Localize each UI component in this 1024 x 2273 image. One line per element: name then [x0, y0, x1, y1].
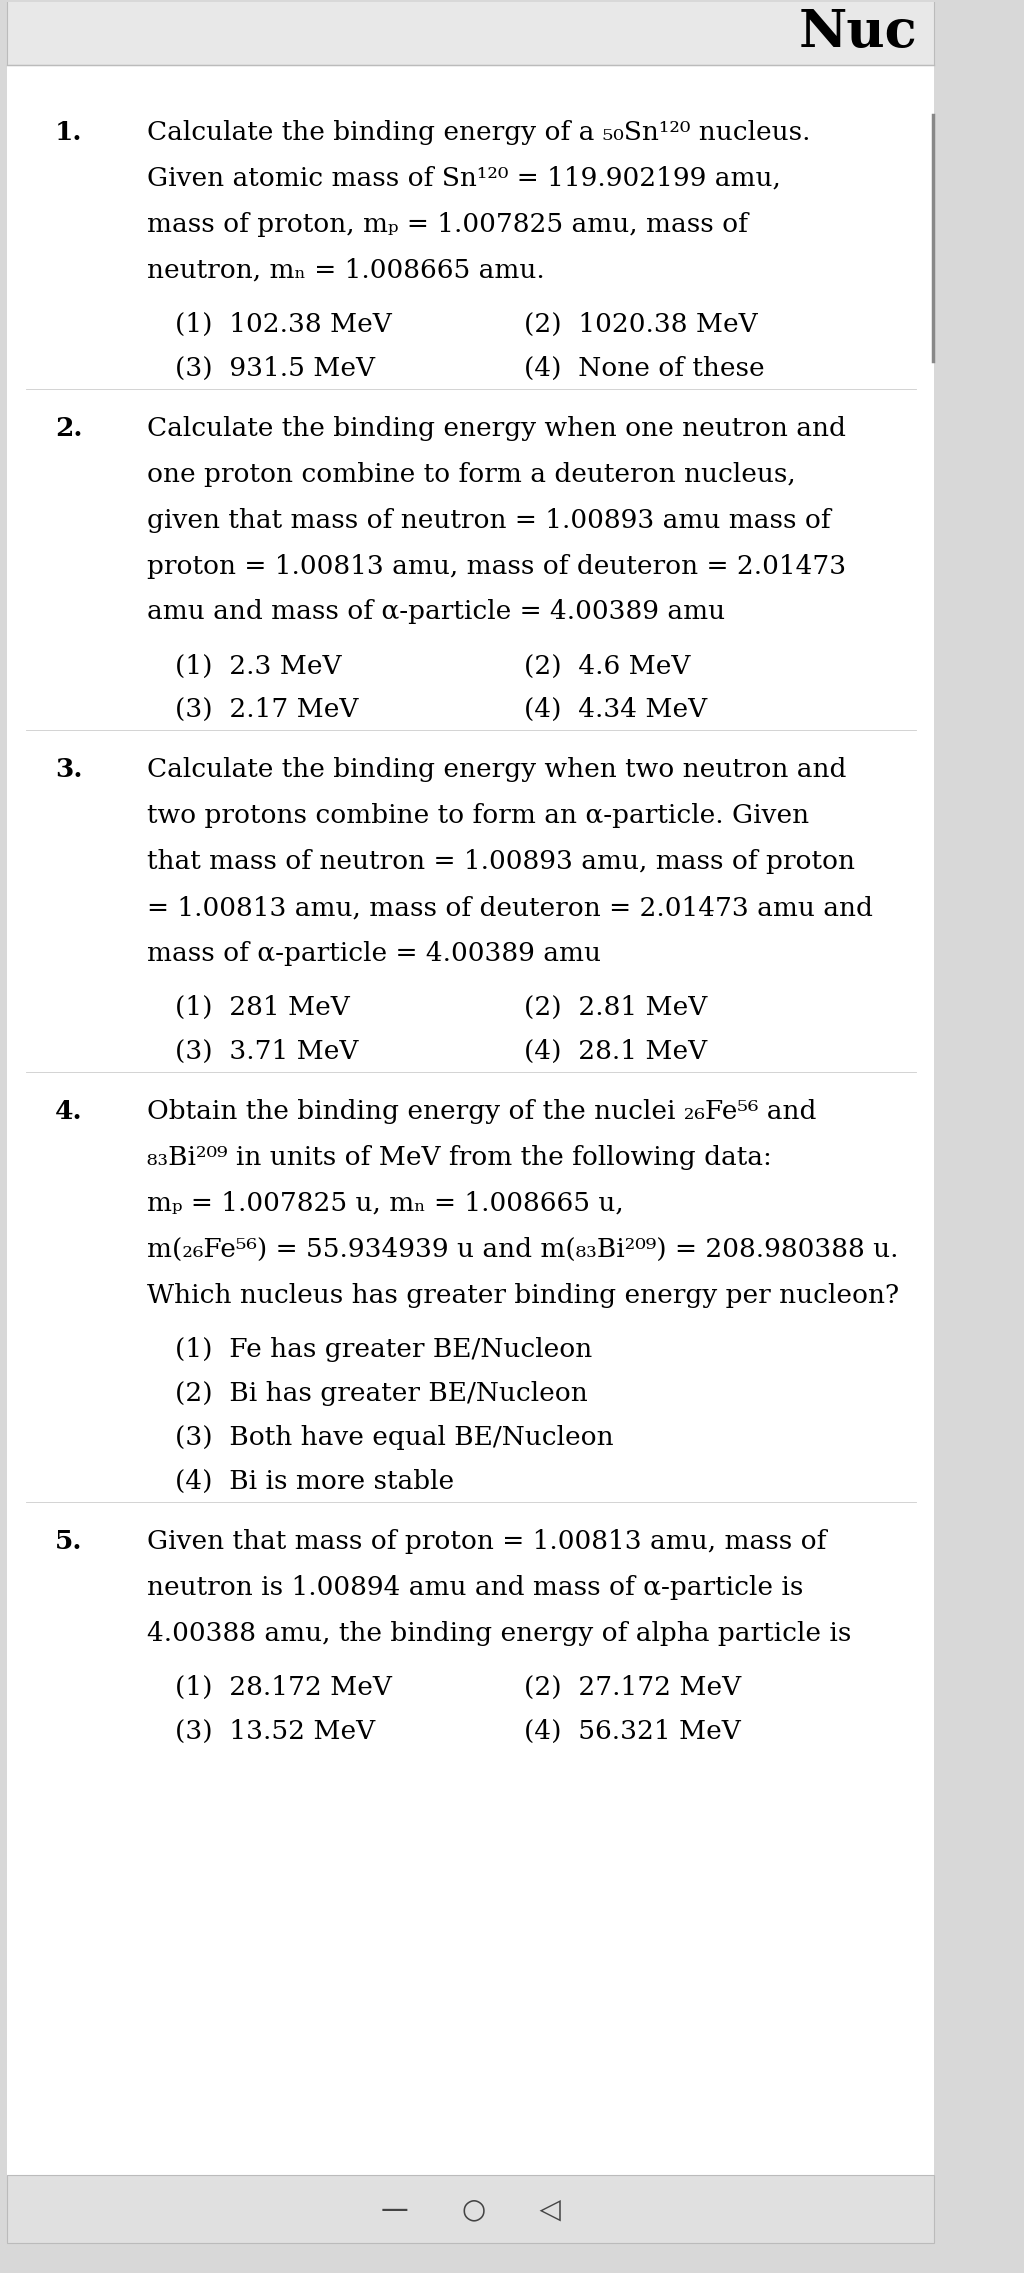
Text: (1)  281 MeV: (1) 281 MeV — [175, 996, 349, 1021]
Text: (3)  3.71 MeV: (3) 3.71 MeV — [175, 1039, 358, 1064]
Text: mass of proton, mₚ = 1.007825 amu, mass of: mass of proton, mₚ = 1.007825 amu, mass … — [147, 211, 748, 236]
Text: one proton combine to form a deuteron nucleus,: one proton combine to form a deuteron nu… — [147, 461, 796, 486]
Text: —      ○      ◁: — ○ ◁ — [381, 2196, 561, 2223]
Text: (1)  102.38 MeV: (1) 102.38 MeV — [175, 311, 391, 336]
Text: (2)  4.6 MeV: (2) 4.6 MeV — [524, 652, 690, 677]
Text: proton = 1.00813 amu, mass of deuteron = 2.01473: proton = 1.00813 amu, mass of deuteron =… — [147, 555, 846, 580]
FancyBboxPatch shape — [7, 0, 934, 2175]
Text: (3)  931.5 MeV: (3) 931.5 MeV — [175, 355, 375, 380]
Text: Calculate the binding energy when two neutron and: Calculate the binding energy when two ne… — [147, 757, 847, 782]
Text: ₈₃Bi²⁰⁹ in units of MeV from the following data:: ₈₃Bi²⁰⁹ in units of MeV from the followi… — [147, 1146, 772, 1171]
Text: (1)  28.172 MeV: (1) 28.172 MeV — [175, 1675, 391, 1700]
Text: = 1.00813 amu, mass of deuteron = 2.01473 amu and: = 1.00813 amu, mass of deuteron = 2.0147… — [147, 896, 873, 921]
Text: two protons combine to form an α-particle. Given: two protons combine to form an α-particl… — [147, 802, 809, 827]
Text: 1.: 1. — [55, 120, 83, 145]
Text: m(₂₆Fe⁵⁶) = 55.934939 u and m(₈₃Bi²⁰⁹) = 208.980388 u.: m(₂₆Fe⁵⁶) = 55.934939 u and m(₈₃Bi²⁰⁹) =… — [147, 1237, 899, 1262]
Text: Calculate the binding energy when one neutron and: Calculate the binding energy when one ne… — [147, 416, 846, 441]
Text: given that mass of neutron = 1.00893 amu mass of: given that mass of neutron = 1.00893 amu… — [147, 507, 830, 532]
Text: that mass of neutron = 1.00893 amu, mass of proton: that mass of neutron = 1.00893 amu, mass… — [147, 850, 855, 875]
FancyBboxPatch shape — [7, 0, 934, 66]
Text: (1)  Fe has greater BE/Nucleon: (1) Fe has greater BE/Nucleon — [175, 1337, 592, 1362]
Text: Given atomic mass of Sn¹²⁰ = 119.902199 amu,: Given atomic mass of Sn¹²⁰ = 119.902199 … — [147, 166, 781, 191]
Text: Given that mass of proton = 1.00813 amu, mass of: Given that mass of proton = 1.00813 amu,… — [147, 1530, 826, 1555]
Text: 4.: 4. — [55, 1100, 83, 1125]
Text: Calculate the binding energy of a ₅₀Sn¹²⁰ nucleus.: Calculate the binding energy of a ₅₀Sn¹²… — [147, 120, 811, 145]
Text: 2.: 2. — [55, 416, 83, 441]
Text: (1)  2.3 MeV: (1) 2.3 MeV — [175, 652, 341, 677]
Text: mₚ = 1.007825 u, mₙ = 1.008665 u,: mₚ = 1.007825 u, mₙ = 1.008665 u, — [147, 1191, 624, 1216]
Text: (2)  27.172 MeV: (2) 27.172 MeV — [524, 1675, 741, 1700]
Text: mass of α-particle = 4.00389 amu: mass of α-particle = 4.00389 amu — [147, 941, 601, 966]
Text: (4)  28.1 MeV: (4) 28.1 MeV — [524, 1039, 708, 1064]
Text: (3)  13.52 MeV: (3) 13.52 MeV — [175, 1718, 375, 1743]
FancyBboxPatch shape — [7, 66, 934, 2175]
Text: (3)  2.17 MeV: (3) 2.17 MeV — [175, 698, 358, 723]
Text: (4)  56.321 MeV: (4) 56.321 MeV — [524, 1718, 740, 1743]
Text: (2)  2.81 MeV: (2) 2.81 MeV — [524, 996, 708, 1021]
Text: (3)  Both have equal BE/Nucleon: (3) Both have equal BE/Nucleon — [175, 1425, 613, 1450]
Text: Nuc: Nuc — [799, 7, 918, 59]
Text: neutron, mₙ = 1.008665 amu.: neutron, mₙ = 1.008665 amu. — [147, 257, 545, 282]
Text: (2)  1020.38 MeV: (2) 1020.38 MeV — [524, 311, 758, 336]
Text: (4)  None of these: (4) None of these — [524, 355, 765, 380]
Text: amu and mass of α-particle = 4.00389 amu: amu and mass of α-particle = 4.00389 amu — [147, 600, 725, 625]
FancyBboxPatch shape — [7, 2175, 934, 2243]
Text: (4)  Bi is more stable: (4) Bi is more stable — [175, 1468, 454, 1493]
Text: neutron is 1.00894 amu and mass of α-particle is: neutron is 1.00894 amu and mass of α-par… — [147, 1575, 804, 1600]
Text: Obtain the binding energy of the nuclei ₂₆Fe⁵⁶ and: Obtain the binding energy of the nuclei … — [147, 1100, 816, 1125]
Text: 3.: 3. — [55, 757, 83, 782]
Text: (4)  4.34 MeV: (4) 4.34 MeV — [524, 698, 708, 723]
Text: Which nucleus has greater binding energy per nucleon?: Which nucleus has greater binding energy… — [147, 1282, 899, 1307]
Text: 4.00388 amu, the binding energy of alpha particle is: 4.00388 amu, the binding energy of alpha… — [147, 1621, 852, 1646]
Text: (2)  Bi has greater BE/Nucleon: (2) Bi has greater BE/Nucleon — [175, 1380, 588, 1405]
Text: 5.: 5. — [55, 1530, 83, 1555]
